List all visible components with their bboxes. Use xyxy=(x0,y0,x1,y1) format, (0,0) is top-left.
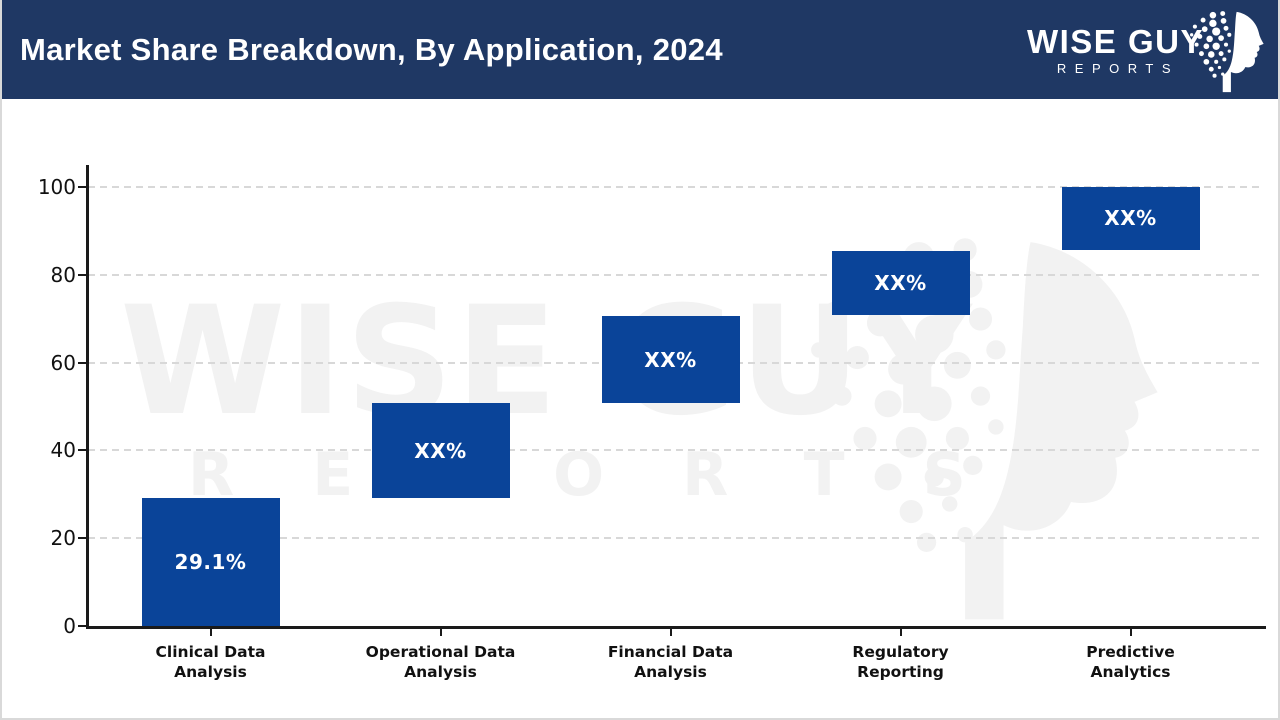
bar-value-label: XX% xyxy=(1104,206,1157,231)
logo-wordmark: WISE GUY xyxy=(1026,23,1204,60)
bar-value-label: XX% xyxy=(644,347,697,372)
gridline xyxy=(88,186,1264,188)
bar-segment: XX% xyxy=(831,250,970,315)
bar-value-label: 29.1% xyxy=(174,550,247,575)
brand-logo: WISE GUY REPORTS xyxy=(1020,4,1270,96)
x-tick-mark xyxy=(209,628,212,636)
category-label: Predictive Analytics xyxy=(1086,643,1175,681)
page-title: Market Share Breakdown, By Application, … xyxy=(20,31,723,67)
y-tick-label: 100 xyxy=(37,175,76,199)
bar-value-label: XX% xyxy=(414,438,467,463)
y-tick-mark xyxy=(78,273,87,276)
gridline xyxy=(88,273,1264,276)
gridline xyxy=(88,449,1264,452)
x-tick-mark xyxy=(899,628,902,636)
bar-segment: XX% xyxy=(1061,187,1200,250)
y-tick-label: 0 xyxy=(63,614,76,638)
y-tick-label: 20 xyxy=(50,526,76,551)
watermark-reports-text: REPORTS xyxy=(188,440,1044,510)
y-tick-label: 60 xyxy=(50,350,76,375)
y-tick-mark xyxy=(78,625,87,627)
x-tick-mark xyxy=(1129,628,1132,636)
gridline xyxy=(88,537,1264,540)
x-tick-mark xyxy=(669,628,672,636)
y-tick-mark xyxy=(78,449,87,452)
y-tick-mark xyxy=(78,361,87,364)
bar-segment: 29.1% xyxy=(141,498,280,626)
header-bar: Market Share Breakdown, By Application, … xyxy=(0,0,1280,99)
bar-segment: XX% xyxy=(371,403,510,499)
y-tick-mark xyxy=(78,537,87,540)
category-label: Operational Data Analysis xyxy=(365,643,516,681)
category-label: Clinical Data Analysis xyxy=(155,643,266,681)
logo-reports-text: REPORTS xyxy=(1056,61,1180,76)
category-label: Financial Data Analysis xyxy=(607,643,734,681)
logo-head-icon xyxy=(1190,11,1264,93)
x-axis-line xyxy=(86,625,1266,629)
chart-area: WISE GUY REPORTS 0 20 40 60 80 100 29.1% Clinic… xyxy=(0,99,1280,720)
bar-segment: XX% xyxy=(601,315,740,404)
y-axis-line xyxy=(86,165,89,628)
y-tick-label: 80 xyxy=(50,262,76,287)
category-label: Regulatory Reporting xyxy=(852,643,949,681)
y-tick-mark xyxy=(78,186,87,188)
x-tick-mark xyxy=(439,628,442,636)
y-tick-label: 40 xyxy=(50,438,76,463)
logo-text: WISE GUY REPORTS xyxy=(1026,23,1204,77)
bar-value-label: XX% xyxy=(874,270,927,295)
